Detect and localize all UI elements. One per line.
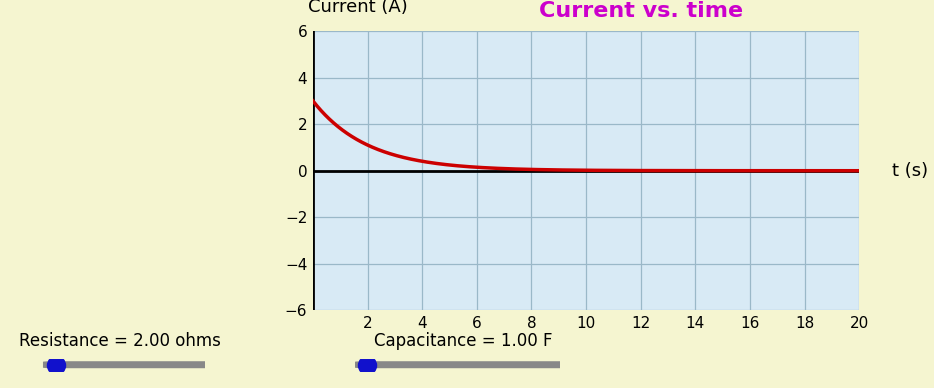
Text: t (s): t (s): [892, 162, 928, 180]
Text: Capacitance = 1.00 F: Capacitance = 1.00 F: [374, 333, 552, 350]
FancyBboxPatch shape: [355, 361, 571, 368]
FancyBboxPatch shape: [52, 362, 60, 368]
Text: Resistance = 2.00 ohms: Resistance = 2.00 ohms: [19, 333, 220, 350]
Title: Current vs. time: Current vs. time: [539, 1, 743, 21]
Text: Current (A): Current (A): [308, 0, 408, 16]
FancyBboxPatch shape: [43, 361, 215, 368]
